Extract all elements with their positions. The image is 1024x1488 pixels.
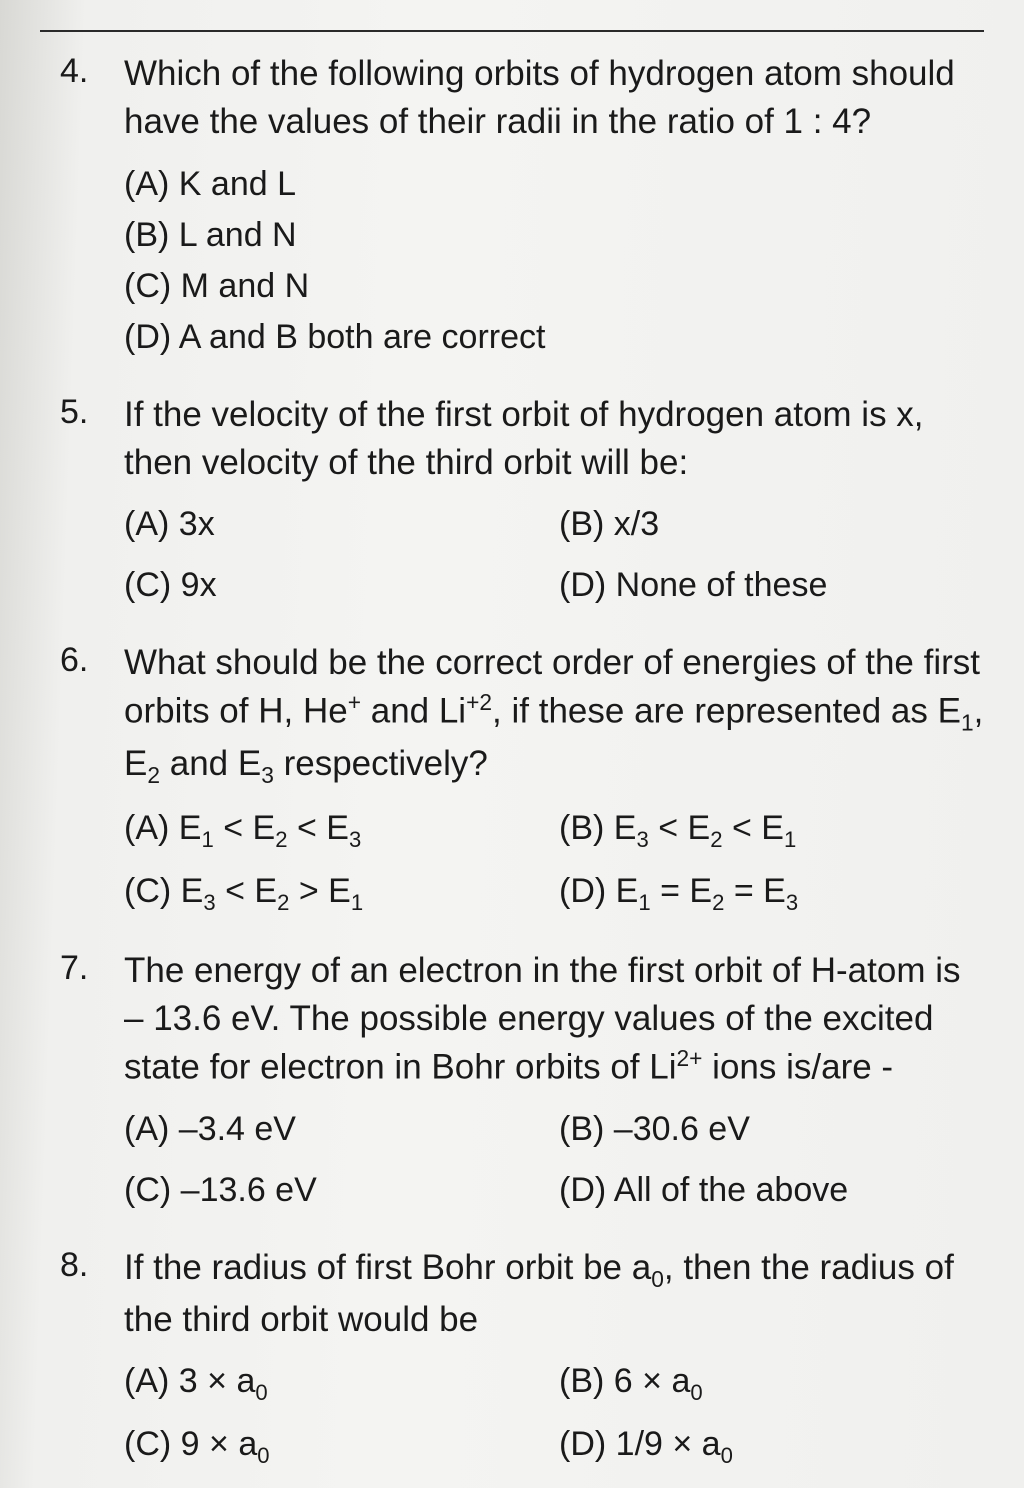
question-number: 7.: [60, 947, 124, 1217]
option: (B) E3 < E2 < E1: [559, 803, 984, 856]
option-label: (D): [559, 1425, 606, 1463]
option-value: L and N: [179, 216, 297, 254]
option: (D) All of the above: [559, 1165, 984, 1216]
option-label: (B): [124, 216, 169, 254]
options: (A) 3x(B) x/3(C) 9x(D) None of these: [124, 499, 984, 611]
question-body: What should be the correct order of ener…: [124, 639, 984, 919]
page-container: 4.Which of the following orbits of hydro…: [0, 0, 1024, 1488]
option-value: 6 × a0: [614, 1362, 703, 1400]
option-label: (D): [559, 1171, 606, 1209]
question-text: If the velocity of the first orbit of hy…: [124, 391, 984, 488]
option-value: –13.6 eV: [181, 1171, 317, 1209]
options: (A) K and L(B) L and N(C) M and N(D) A a…: [124, 159, 984, 363]
option-label: (A): [124, 165, 169, 203]
option: (C) 9x: [124, 560, 549, 611]
question-text: Which of the following orbits of hydroge…: [124, 50, 984, 147]
option-value: E1 < E2 < E3: [179, 809, 361, 847]
option: (C) –13.6 eV: [124, 1165, 549, 1216]
option: (D) E1 = E2 = E3: [559, 866, 984, 919]
option: (A) –3.4 eV: [124, 1104, 549, 1155]
option: (B) x/3: [559, 499, 984, 550]
option-value: E3 < E2 > E1: [181, 872, 363, 910]
option-label: (C): [124, 1171, 171, 1209]
option-label: (A): [124, 505, 169, 543]
questions-container: 4.Which of the following orbits of hydro…: [60, 50, 984, 1472]
option-label: (C): [124, 267, 171, 305]
option-value: E1 = E2 = E3: [616, 872, 798, 910]
option-label: (D): [559, 872, 606, 910]
option-label: (D): [559, 566, 606, 604]
question-body: If the velocity of the first orbit of hy…: [124, 391, 984, 612]
option: (B) 6 × a0: [559, 1356, 984, 1409]
option-label: (B): [559, 1110, 604, 1148]
option: (D) None of these: [559, 560, 984, 611]
question-text: The energy of an electron in the first o…: [124, 947, 984, 1093]
question-number: 4.: [60, 50, 124, 363]
options: (A) 3 × a0(B) 6 × a0(C) 9 × a0(D) 1/9 × …: [124, 1356, 984, 1472]
option-value: –3.4 eV: [179, 1110, 296, 1148]
option: (C) 9 × a0: [124, 1419, 549, 1472]
option-value: –30.6 eV: [614, 1110, 750, 1148]
option: (A) 3x: [124, 499, 549, 550]
option-value: 9x: [181, 566, 217, 604]
option-value: A and B both are correct: [179, 318, 546, 356]
option-value: All of the above: [614, 1171, 848, 1209]
question: 6.What should be the correct order of en…: [60, 639, 984, 919]
option: (B) L and N: [124, 210, 984, 261]
options: (A) E1 < E2 < E3(B) E3 < E2 < E1(C) E3 <…: [124, 803, 984, 919]
option-label: (A): [124, 1362, 169, 1400]
option: (A) E1 < E2 < E3: [124, 803, 549, 856]
question: 8.If the radius of first Bohr orbit be a…: [60, 1244, 984, 1472]
question: 7.The energy of an electron in the first…: [60, 947, 984, 1217]
option-label: (C): [124, 566, 171, 604]
question-body: Which of the following orbits of hydroge…: [124, 50, 984, 363]
option-value: 3 × a0: [179, 1362, 268, 1400]
option-label: (B): [559, 505, 604, 543]
question-number: 6.: [60, 639, 124, 919]
option-label: (A): [124, 1110, 169, 1148]
option-value: 9 × a0: [181, 1425, 270, 1463]
option: (D) 1/9 × a0: [559, 1419, 984, 1472]
question-body: If the radius of first Bohr orbit be a0,…: [124, 1244, 984, 1472]
top-rule: [40, 30, 984, 32]
option-label: (D): [124, 318, 171, 356]
option: (C) E3 < E2 > E1: [124, 866, 549, 919]
option: (A) 3 × a0: [124, 1356, 549, 1409]
option-value: None of these: [616, 566, 828, 604]
option-value: 1/9 × a0: [616, 1425, 733, 1463]
question-text: If the radius of first Bohr orbit be a0,…: [124, 1244, 984, 1344]
option-label: (C): [124, 1425, 171, 1463]
option-value: K and L: [179, 165, 296, 203]
options: (A) –3.4 eV(B) –30.6 eV(C) –13.6 eV(D) A…: [124, 1104, 984, 1216]
question: 4.Which of the following orbits of hydro…: [60, 50, 984, 363]
option-value: M and N: [181, 267, 310, 305]
option: (B) –30.6 eV: [559, 1104, 984, 1155]
option-label: (C): [124, 872, 171, 910]
question-text: What should be the correct order of ener…: [124, 639, 984, 791]
option: (A) K and L: [124, 159, 984, 210]
option-label: (B): [559, 1362, 604, 1400]
question-body: The energy of an electron in the first o…: [124, 947, 984, 1217]
option-value: E3 < E2 < E1: [614, 809, 796, 847]
option: (D) A and B both are correct: [124, 312, 984, 363]
question: 5.If the velocity of the first orbit of …: [60, 391, 984, 612]
question-number: 8.: [60, 1244, 124, 1472]
option-label: (A): [124, 809, 169, 847]
option: (C) M and N: [124, 261, 984, 312]
option-label: (B): [559, 809, 604, 847]
question-number: 5.: [60, 391, 124, 612]
option-value: 3x: [179, 505, 215, 543]
option-value: x/3: [614, 505, 659, 543]
